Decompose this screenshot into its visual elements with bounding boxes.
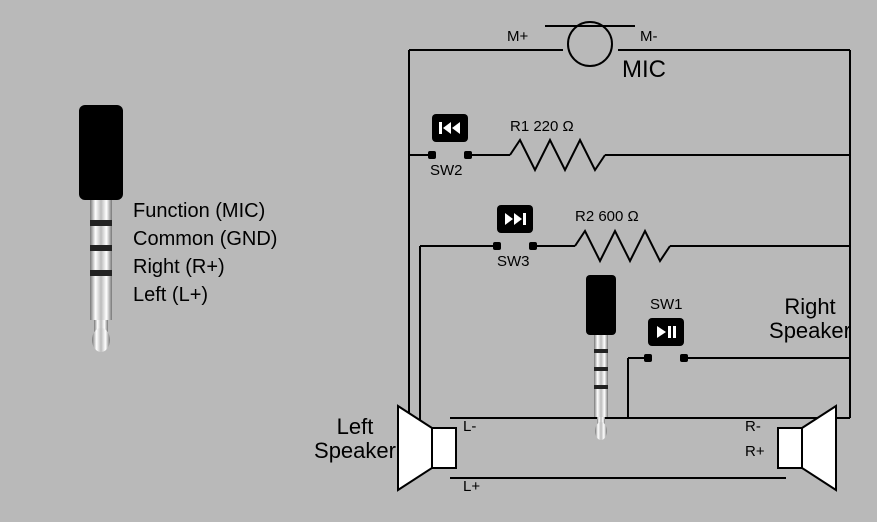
right-speaker-label: Right Speaker	[760, 295, 860, 343]
r-minus: R-	[745, 418, 761, 435]
m-minus: M-	[640, 28, 658, 45]
sw1-label: SW1	[650, 296, 683, 313]
play-pause-icon	[648, 318, 684, 346]
r-plus: R+	[745, 443, 765, 460]
sw3-label: SW3	[497, 253, 530, 270]
r2-label: R2 600 Ω	[575, 208, 639, 225]
l-minus: L-	[463, 418, 476, 435]
left-speaker-symbol	[398, 406, 456, 490]
jack-center	[586, 275, 616, 440]
m-plus: M+	[507, 28, 528, 45]
next-track-icon	[497, 205, 533, 233]
r1-label: R1 220 Ω	[510, 118, 574, 135]
left-speaker-label: Left Speaker	[310, 415, 400, 463]
l-plus: L+	[463, 478, 480, 495]
prev-track-icon	[432, 114, 468, 142]
mic-label: MIC	[622, 56, 666, 84]
sw2-label: SW2	[430, 162, 463, 179]
